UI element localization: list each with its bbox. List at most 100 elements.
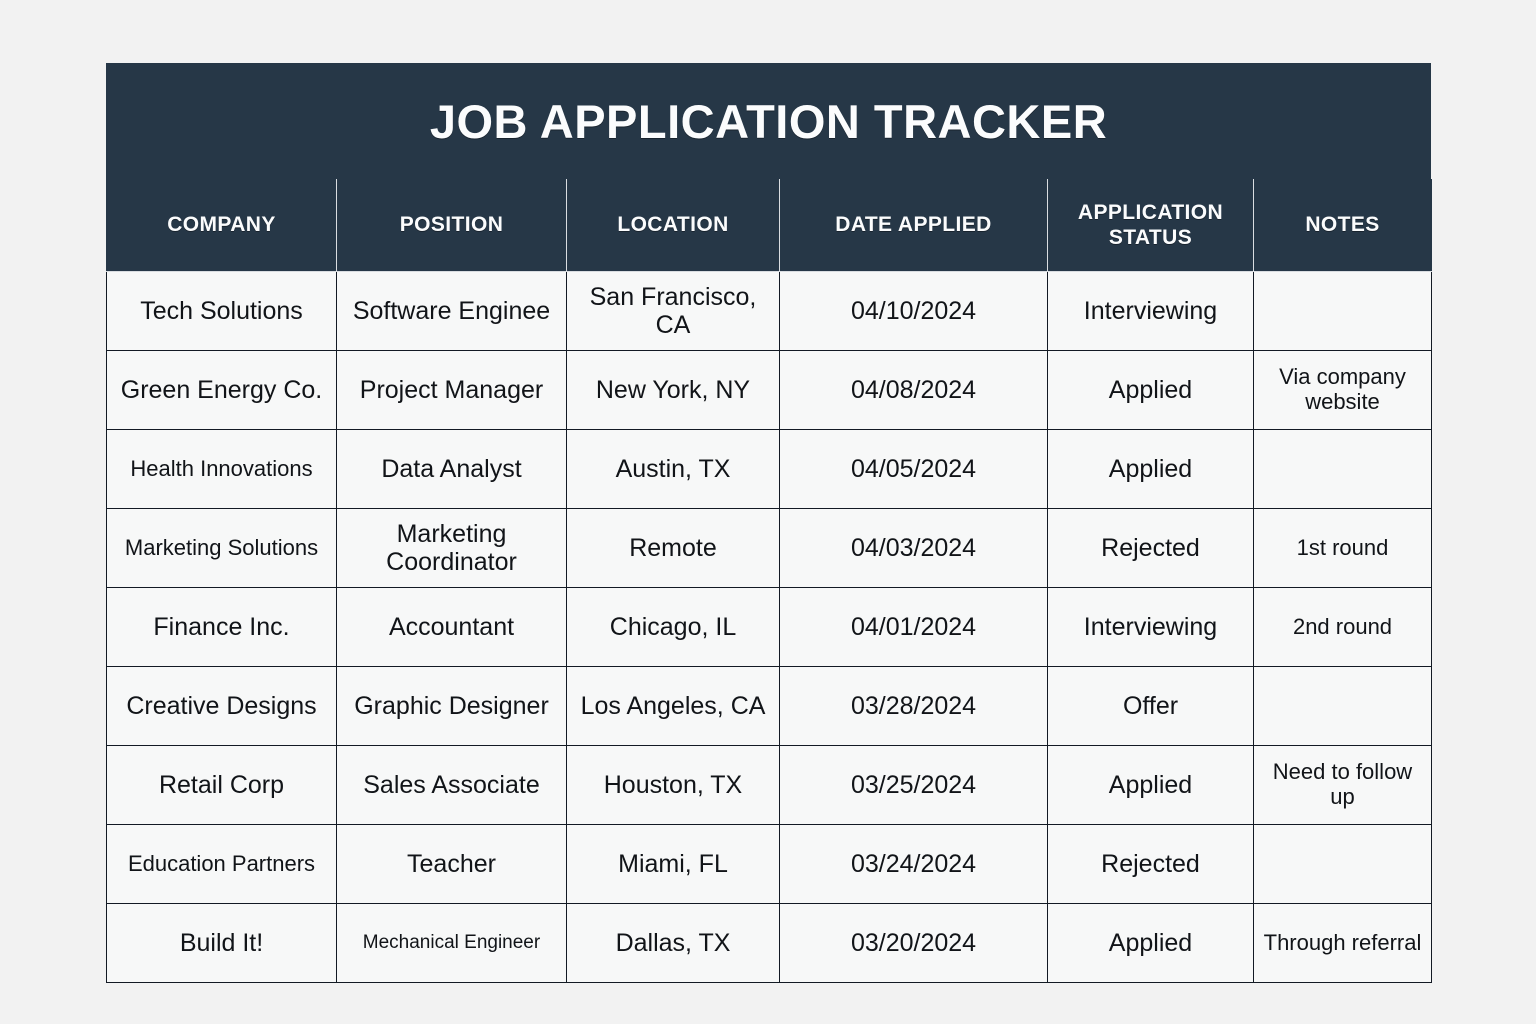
column-header-notes[interactable]: NOTES xyxy=(1253,179,1432,272)
cell-location[interactable]: San Francisco, CA xyxy=(566,271,780,351)
cell-application-status[interactable]: Applied xyxy=(1047,903,1254,983)
table-body: Tech Solutions Software Enginee San Fran… xyxy=(106,271,1432,983)
cell-position[interactable]: Accountant xyxy=(336,587,567,667)
column-header-company[interactable]: COMPANY xyxy=(106,179,337,272)
table-row[interactable]: Education Partners Teacher Miami, FL 03/… xyxy=(106,824,1432,904)
cell-date-applied[interactable]: 03/25/2024 xyxy=(779,745,1048,825)
cell-position[interactable]: Sales Associate xyxy=(336,745,567,825)
page-title: JOB APPLICATION TRACKER xyxy=(429,95,1108,148)
cell-application-status[interactable]: Applied xyxy=(1047,350,1254,430)
cell-notes[interactable]: Need to follow up xyxy=(1253,745,1432,825)
cell-text: 04/08/2024 xyxy=(850,376,977,404)
cell-application-status[interactable]: Rejected xyxy=(1047,508,1254,588)
cell-text: 1st round xyxy=(1296,534,1389,560)
cell-date-applied[interactable]: 04/05/2024 xyxy=(779,429,1048,509)
cell-text: Offer xyxy=(1122,692,1179,720)
cell-company[interactable]: Retail Corp xyxy=(106,745,337,825)
cell-location[interactable]: Dallas, TX xyxy=(566,903,780,983)
cell-position[interactable]: Data Analyst xyxy=(336,429,567,509)
table-header-row: COMPANY POSITION LOCATION DATE APPLIED A… xyxy=(106,179,1432,272)
table-row[interactable]: Creative Designs Graphic Designer Los An… xyxy=(106,666,1432,746)
table-row[interactable]: Green Energy Co. Project Manager New Yor… xyxy=(106,350,1432,430)
cell-location[interactable]: Chicago, IL xyxy=(566,587,780,667)
cell-position[interactable]: Project Manager xyxy=(336,350,567,430)
cell-company[interactable]: Marketing Solutions xyxy=(106,508,337,588)
cell-date-applied[interactable]: 03/24/2024 xyxy=(779,824,1048,904)
column-header-application-status[interactable]: APPLICATION STATUS xyxy=(1047,179,1254,272)
cell-company[interactable]: Health Innovations xyxy=(106,429,337,509)
cell-notes[interactable]: 2nd round xyxy=(1253,587,1432,667)
cell-notes[interactable]: 1st round xyxy=(1253,508,1432,588)
cell-text: Chicago, IL xyxy=(609,613,737,641)
cell-location[interactable]: Houston, TX xyxy=(566,745,780,825)
cell-text: Via company website xyxy=(1279,364,1406,414)
cell-company[interactable]: Creative Designs xyxy=(106,666,337,746)
cell-date-applied[interactable]: 03/28/2024 xyxy=(779,666,1048,746)
cell-notes[interactable] xyxy=(1253,271,1432,351)
cell-application-status[interactable]: Interviewing xyxy=(1047,271,1254,351)
cell-company[interactable]: Education Partners xyxy=(106,824,337,904)
cell-text: 04/10/2024 xyxy=(850,297,977,325)
table-row[interactable]: Finance Inc. Accountant Chicago, IL 04/0… xyxy=(106,587,1432,667)
cell-position[interactable]: Graphic Designer xyxy=(336,666,567,746)
table-row[interactable]: Retail Corp Sales Associate Houston, TX … xyxy=(106,745,1432,825)
cell-location[interactable]: Remote xyxy=(566,508,780,588)
cell-text: Data Analyst xyxy=(381,455,522,483)
job-application-tracker: JOB APPLICATION TRACKER COMPANY POSITION… xyxy=(106,63,1432,983)
cell-text: Marketing Solutions xyxy=(124,534,319,560)
column-header-location[interactable]: LOCATION xyxy=(566,179,780,272)
cell-notes[interactable] xyxy=(1253,666,1432,746)
cell-text: Tech Solutions xyxy=(140,297,303,325)
cell-application-status[interactable]: Applied xyxy=(1047,745,1254,825)
cell-application-status[interactable]: Applied xyxy=(1047,429,1254,509)
table-row[interactable]: Tech Solutions Software Enginee San Fran… xyxy=(106,271,1432,351)
cell-position[interactable]: Marketing Coordinator xyxy=(336,508,567,588)
cell-notes[interactable]: Through referral xyxy=(1253,903,1432,983)
cell-application-status[interactable]: Rejected xyxy=(1047,824,1254,904)
cell-text: Applied xyxy=(1108,455,1193,483)
cell-text: Graphic Designer xyxy=(354,692,549,720)
cell-text: Green Energy Co. xyxy=(120,376,323,404)
cell-notes[interactable] xyxy=(1253,429,1432,509)
column-header-position[interactable]: POSITION xyxy=(336,179,567,272)
cell-text: Retail Corp xyxy=(158,771,285,799)
cell-text: Miami, FL xyxy=(618,850,728,878)
table-row[interactable]: Build It! Mechanical Engineer Dallas, TX… xyxy=(106,903,1432,983)
cell-location[interactable]: Los Angeles, CA xyxy=(566,666,780,746)
cell-date-applied[interactable]: 04/10/2024 xyxy=(779,271,1048,351)
cell-text: Software Enginee xyxy=(352,297,551,325)
cell-application-status[interactable]: Offer xyxy=(1047,666,1254,746)
cell-location[interactable]: New York, NY xyxy=(566,350,780,430)
table-row[interactable]: Health Innovations Data Analyst Austin, … xyxy=(106,429,1432,509)
cell-company[interactable]: Finance Inc. xyxy=(106,587,337,667)
cell-position[interactable]: Mechanical Engineer xyxy=(336,903,567,983)
cell-text: 03/20/2024 xyxy=(850,929,977,957)
cell-location[interactable]: Miami, FL xyxy=(566,824,780,904)
cell-date-applied[interactable]: 04/03/2024 xyxy=(779,508,1048,588)
cell-text: New York, NY xyxy=(595,376,751,404)
cell-position[interactable]: Software Enginee xyxy=(336,271,567,351)
cell-text: Houston, TX xyxy=(603,771,743,799)
tracker-table: COMPANY POSITION LOCATION DATE APPLIED A… xyxy=(106,179,1432,983)
cell-notes[interactable] xyxy=(1253,824,1432,904)
cell-text: Creative Designs xyxy=(126,692,317,720)
cell-text: San Francisco, CA xyxy=(589,283,757,339)
cell-company[interactable]: Green Energy Co. xyxy=(106,350,337,430)
cell-text: Applied xyxy=(1108,771,1193,799)
cell-notes[interactable]: Via company website xyxy=(1253,350,1432,430)
cell-text: Applied xyxy=(1108,376,1193,404)
cell-text: Remote xyxy=(629,534,717,562)
cell-application-status[interactable]: Interviewing xyxy=(1047,587,1254,667)
cell-text: 03/25/2024 xyxy=(850,771,977,799)
cell-position[interactable]: Teacher xyxy=(336,824,567,904)
cell-date-applied[interactable]: 03/20/2024 xyxy=(779,903,1048,983)
column-header-date-applied[interactable]: DATE APPLIED xyxy=(779,179,1048,272)
cell-text: Dallas, TX xyxy=(615,929,731,957)
cell-text: Sales Associate xyxy=(363,771,540,799)
table-row[interactable]: Marketing Solutions Marketing Coordinato… xyxy=(106,508,1432,588)
cell-date-applied[interactable]: 04/01/2024 xyxy=(779,587,1048,667)
cell-date-applied[interactable]: 04/08/2024 xyxy=(779,350,1048,430)
cell-location[interactable]: Austin, TX xyxy=(566,429,780,509)
cell-company[interactable]: Tech Solutions xyxy=(106,271,337,351)
cell-company[interactable]: Build It! xyxy=(106,903,337,983)
